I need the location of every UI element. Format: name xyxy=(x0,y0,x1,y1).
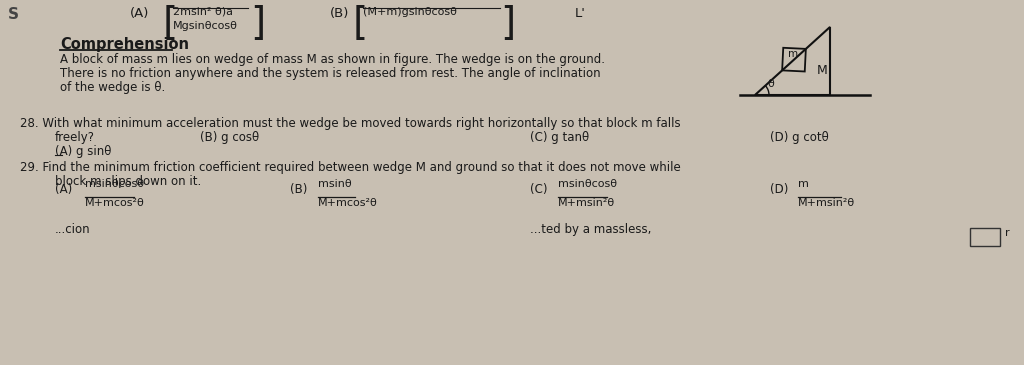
Text: [: [ xyxy=(163,5,178,43)
Text: θ: θ xyxy=(768,79,774,89)
Text: m: m xyxy=(798,179,809,189)
Text: (C) g tanθ: (C) g tanθ xyxy=(530,131,589,144)
Text: L': L' xyxy=(575,7,586,20)
Text: (A): (A) xyxy=(55,182,73,196)
Text: (B) g cosθ: (B) g cosθ xyxy=(200,131,259,144)
Text: ]: ] xyxy=(500,5,515,43)
Text: A block of mass m lies on wedge of mass M as shown in figure. The wedge is on th: A block of mass m lies on wedge of mass … xyxy=(60,53,605,66)
Text: There is no friction anywhere and the system is released from rest. The angle of: There is no friction anywhere and the sy… xyxy=(60,67,601,80)
Bar xyxy=(970,228,1000,246)
Text: (M+m)gsinθcosθ: (M+m)gsinθcosθ xyxy=(362,7,457,17)
Text: M+mcos²θ: M+mcos²θ xyxy=(85,198,144,208)
Text: block m slips down on it.: block m slips down on it. xyxy=(55,175,202,188)
Text: (C): (C) xyxy=(530,182,548,196)
Text: freely?: freely? xyxy=(55,131,95,144)
Text: (B): (B) xyxy=(290,182,307,196)
Text: M+msin²θ: M+msin²θ xyxy=(798,198,855,208)
Text: Mgsinθcosθ: Mgsinθcosθ xyxy=(173,21,238,31)
Text: (D) g cotθ: (D) g cotθ xyxy=(770,131,828,144)
Text: (B): (B) xyxy=(330,7,349,20)
Text: 29. Find the minimum friction coefficient required between wedge M and ground so: 29. Find the minimum friction coefficien… xyxy=(20,161,681,174)
Text: msinθcosθ: msinθcosθ xyxy=(85,179,144,189)
Text: ...ted by a massless,: ...ted by a massless, xyxy=(530,223,651,236)
Text: of the wedge is θ.: of the wedge is θ. xyxy=(60,81,165,94)
Text: 28. With what minimum acceleration must the wedge be moved towards right horizon: 28. With what minimum acceleration must … xyxy=(20,117,681,130)
Text: S: S xyxy=(8,7,19,22)
Text: ]: ] xyxy=(250,5,265,43)
Text: Comprehension: Comprehension xyxy=(60,37,189,52)
Text: 2msin² θ)a: 2msin² θ)a xyxy=(173,7,233,17)
Text: M: M xyxy=(816,64,827,77)
Text: [: [ xyxy=(353,5,369,43)
Text: (D): (D) xyxy=(770,182,788,196)
Text: msinθcosθ: msinθcosθ xyxy=(558,179,617,189)
Text: (A) g sinθ: (A) g sinθ xyxy=(55,145,112,158)
Text: r: r xyxy=(1005,228,1010,238)
Text: M+msin²θ: M+msin²θ xyxy=(558,198,615,208)
Text: msinθ: msinθ xyxy=(318,179,351,189)
Text: m: m xyxy=(787,49,798,59)
Text: M+mcos²θ: M+mcos²θ xyxy=(318,198,378,208)
Text: ...cion: ...cion xyxy=(55,223,91,236)
Text: (A): (A) xyxy=(130,7,150,20)
